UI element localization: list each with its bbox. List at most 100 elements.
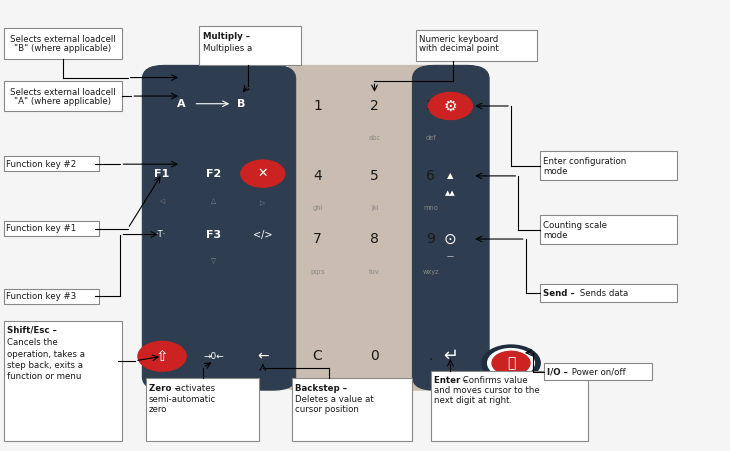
- Text: ←: ←: [257, 349, 269, 364]
- Text: ▷: ▷: [260, 200, 266, 206]
- Text: Function key #1: Function key #1: [6, 224, 76, 233]
- Text: Enter –: Enter –: [434, 376, 467, 385]
- Text: 4: 4: [313, 169, 322, 183]
- Text: semi-automatic: semi-automatic: [149, 395, 216, 404]
- FancyBboxPatch shape: [146, 378, 259, 441]
- Text: 0: 0: [370, 349, 379, 364]
- Text: and moves cursor to the: and moves cursor to the: [434, 386, 539, 395]
- FancyBboxPatch shape: [4, 28, 122, 59]
- Text: activates: activates: [173, 384, 215, 393]
- Text: next digit at right.: next digit at right.: [434, 396, 512, 405]
- Circle shape: [482, 345, 540, 381]
- Text: Send –: Send –: [543, 289, 575, 298]
- Circle shape: [429, 92, 472, 120]
- FancyBboxPatch shape: [4, 289, 99, 304]
- Text: ✕: ✕: [258, 167, 268, 180]
- Text: Multiplies a: Multiplies a: [203, 44, 252, 53]
- Text: Selects external loadcell: Selects external loadcell: [10, 88, 115, 97]
- FancyBboxPatch shape: [540, 151, 677, 180]
- Text: Enter configuration: Enter configuration: [543, 157, 626, 166]
- Text: 9: 9: [426, 232, 435, 246]
- Text: .: .: [429, 349, 433, 364]
- FancyBboxPatch shape: [544, 363, 652, 380]
- Text: mode: mode: [543, 167, 568, 176]
- Text: Cancels the: Cancels the: [7, 338, 58, 347]
- Text: ▲▲: ▲▲: [445, 190, 456, 196]
- Text: def: def: [426, 135, 436, 142]
- Text: operation, takes a: operation, takes a: [7, 350, 85, 359]
- FancyBboxPatch shape: [283, 65, 469, 390]
- Text: cursor position: cursor position: [295, 405, 359, 414]
- Text: 2: 2: [370, 99, 379, 113]
- FancyBboxPatch shape: [4, 156, 99, 171]
- Circle shape: [138, 341, 186, 371]
- Text: ⊙: ⊙: [444, 231, 457, 247]
- Text: F3: F3: [207, 230, 221, 239]
- Text: Deletes a value at: Deletes a value at: [295, 395, 374, 404]
- Text: ↵: ↵: [443, 347, 458, 365]
- Text: Function key #2: Function key #2: [6, 160, 76, 169]
- FancyBboxPatch shape: [431, 371, 588, 441]
- Text: 3: 3: [426, 99, 435, 113]
- FancyBboxPatch shape: [4, 221, 99, 236]
- Text: jkl: jkl: [371, 205, 378, 212]
- Text: tuv: tuv: [369, 268, 380, 275]
- Text: A: A: [177, 99, 185, 109]
- Text: zero: zero: [149, 405, 167, 414]
- Text: ghi: ghi: [312, 205, 323, 212]
- Text: Numeric keyboard: Numeric keyboard: [419, 35, 499, 44]
- Text: mno: mno: [423, 205, 438, 212]
- Text: 7: 7: [313, 232, 322, 246]
- FancyBboxPatch shape: [142, 65, 296, 390]
- Text: "A" (where applicable): "A" (where applicable): [15, 97, 111, 106]
- FancyBboxPatch shape: [540, 215, 677, 244]
- Text: Power on/off: Power on/off: [569, 367, 626, 376]
- Text: ⚙: ⚙: [444, 98, 457, 114]
- Text: C: C: [312, 349, 323, 364]
- FancyBboxPatch shape: [199, 26, 301, 65]
- Text: F2: F2: [207, 169, 221, 179]
- Text: mode: mode: [543, 231, 568, 240]
- Text: ▽: ▽: [211, 258, 217, 264]
- Text: 5: 5: [370, 169, 379, 183]
- Text: function or menu: function or menu: [7, 372, 82, 381]
- Text: with decimal point: with decimal point: [419, 44, 499, 53]
- Text: ▲: ▲: [447, 171, 453, 180]
- FancyBboxPatch shape: [4, 81, 122, 111]
- Text: Multiply –: Multiply –: [203, 32, 250, 41]
- FancyBboxPatch shape: [4, 321, 122, 441]
- Text: wxyz: wxyz: [423, 268, 439, 275]
- Text: ⇧: ⇧: [155, 349, 169, 364]
- Text: 8: 8: [370, 232, 379, 246]
- Text: abc: abc: [369, 135, 380, 142]
- Text: Shift/Esc –: Shift/Esc –: [7, 326, 57, 335]
- Text: esc: esc: [157, 387, 167, 393]
- Circle shape: [488, 349, 534, 377]
- Text: Counting scale: Counting scale: [543, 221, 607, 230]
- Text: B: B: [237, 99, 245, 109]
- Text: —: —: [447, 253, 454, 259]
- FancyBboxPatch shape: [540, 284, 677, 302]
- FancyBboxPatch shape: [416, 30, 537, 61]
- Text: Backstep –: Backstep –: [295, 384, 347, 393]
- Text: step back, exits a: step back, exits a: [7, 361, 83, 370]
- FancyBboxPatch shape: [412, 65, 489, 390]
- Text: 1: 1: [313, 99, 322, 113]
- Text: △: △: [211, 198, 217, 204]
- Text: "B" (where applicable): "B" (where applicable): [14, 44, 112, 53]
- Text: I/O –: I/O –: [547, 367, 568, 376]
- Text: ·T·: ·T·: [155, 230, 166, 239]
- Text: Function key #3: Function key #3: [6, 292, 76, 301]
- Text: 6: 6: [426, 169, 435, 183]
- Text: pqrs: pqrs: [310, 268, 325, 275]
- Circle shape: [241, 160, 285, 187]
- Text: Confirms value: Confirms value: [460, 376, 528, 385]
- Text: Sends data: Sends data: [577, 289, 628, 298]
- Text: Selects external loadcell: Selects external loadcell: [10, 35, 115, 44]
- Text: ◁: ◁: [159, 198, 165, 204]
- FancyBboxPatch shape: [292, 378, 412, 441]
- Text: Zero –: Zero –: [149, 384, 179, 393]
- Text: F1: F1: [155, 169, 169, 179]
- Text: </>: </>: [253, 230, 272, 239]
- Circle shape: [492, 351, 530, 375]
